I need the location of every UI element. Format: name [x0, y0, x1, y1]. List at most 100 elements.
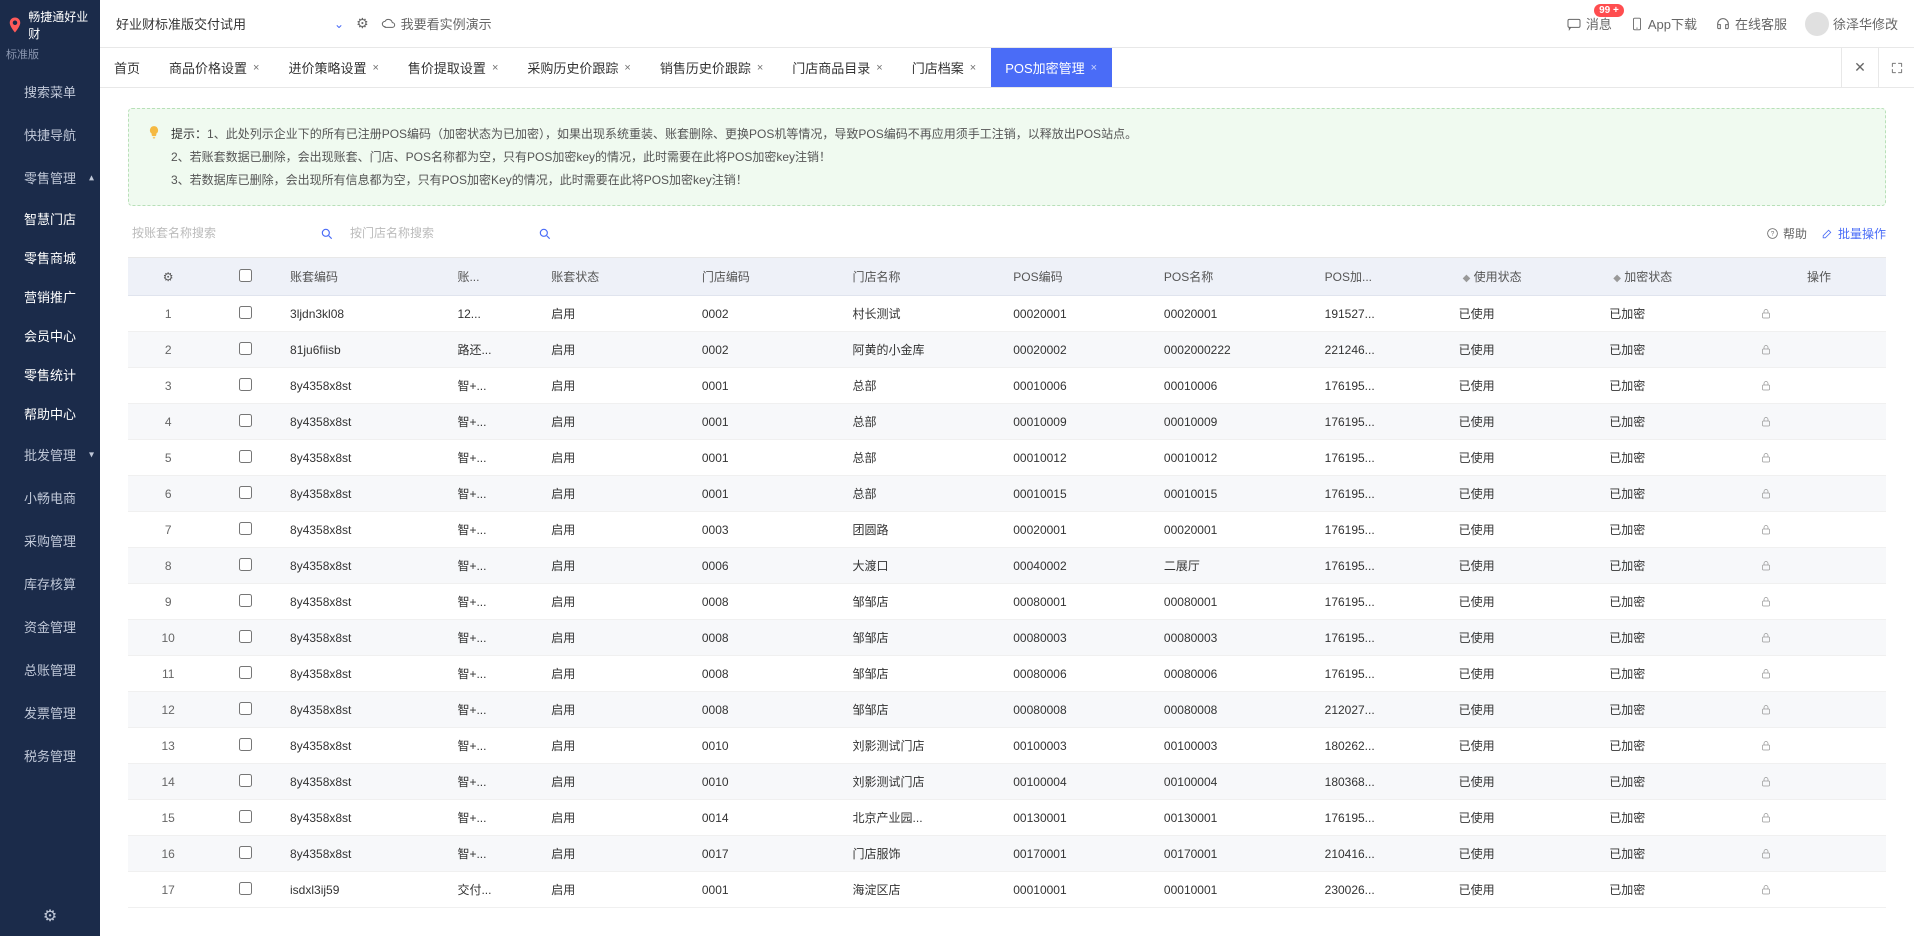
close-icon[interactable]: ×	[757, 62, 763, 74]
col-acctname[interactable]: 账...	[449, 258, 543, 296]
close-all-tabs[interactable]: ✕	[1842, 48, 1878, 87]
tab-5[interactable]: 销售历史价跟踪×	[646, 48, 778, 87]
row-checkbox[interactable]	[239, 414, 252, 427]
col-posname[interactable]: POS名称	[1156, 258, 1317, 296]
tab-8[interactable]: POS加密管理×	[991, 48, 1112, 87]
col-acct[interactable]: 账套编码	[282, 258, 449, 296]
col-status[interactable]: 账套状态	[543, 258, 694, 296]
sidebar-item-0[interactable]: 搜索菜单	[0, 70, 100, 113]
sidebar-item-7[interactable]: 零售统计	[0, 355, 100, 394]
cell-posname: 二展厅	[1156, 548, 1317, 584]
close-icon[interactable]: ×	[253, 62, 259, 74]
demo-link[interactable]: 我要看实例演示	[381, 14, 492, 33]
settings-icon[interactable]: ⚙	[356, 15, 369, 32]
sidebar-settings[interactable]: ⚙	[0, 896, 100, 936]
lock-icon[interactable]	[1760, 560, 1878, 572]
sidebar-item-14[interactable]: 总账管理	[0, 648, 100, 691]
tab-6[interactable]: 门店商品目录×	[778, 48, 897, 87]
tab-4[interactable]: 采购历史价跟踪×	[513, 48, 645, 87]
row-checkbox[interactable]	[239, 702, 252, 715]
close-icon[interactable]: ×	[492, 62, 498, 74]
row-checkbox[interactable]	[239, 522, 252, 535]
row-checkbox[interactable]	[239, 594, 252, 607]
tab-2[interactable]: 进价策略设置×	[274, 48, 393, 87]
help-link[interactable]: ? 帮助	[1766, 225, 1807, 242]
sidebar-item-4[interactable]: 零售商城	[0, 238, 100, 277]
sidebar-item-5[interactable]: 营销推广	[0, 277, 100, 316]
sidebar-item-9[interactable]: 批发管理▾	[0, 433, 100, 476]
search-icon[interactable]	[320, 227, 334, 241]
lock-icon[interactable]	[1760, 776, 1878, 788]
sidebar-item-6[interactable]: 会员中心	[0, 316, 100, 355]
close-icon[interactable]: ×	[1091, 62, 1097, 74]
sidebar-item-12[interactable]: 库存核算	[0, 562, 100, 605]
sidebar-item-16[interactable]: 税务管理	[0, 734, 100, 777]
lock-icon[interactable]	[1760, 632, 1878, 644]
message-button[interactable]: 消息 99 +	[1566, 14, 1612, 33]
lock-icon[interactable]	[1760, 416, 1878, 428]
sidebar-item-13[interactable]: 资金管理	[0, 605, 100, 648]
cell-poskey: 176195...	[1317, 440, 1451, 476]
sidebar-item-11[interactable]: 采购管理	[0, 519, 100, 562]
batch-link[interactable]: 批量操作	[1821, 225, 1886, 242]
row-checkbox[interactable]	[239, 738, 252, 751]
col-enc[interactable]: ◆ 加密状态	[1601, 258, 1752, 296]
service-button[interactable]: 在线客服	[1715, 14, 1787, 33]
sidebar-item-2[interactable]: 零售管理▴	[0, 156, 100, 199]
close-icon[interactable]: ×	[624, 62, 630, 74]
row-checkbox[interactable]	[239, 486, 252, 499]
lock-icon[interactable]	[1760, 524, 1878, 536]
row-checkbox[interactable]	[239, 810, 252, 823]
search-icon[interactable]	[538, 227, 552, 241]
select-all[interactable]	[208, 258, 282, 296]
sidebar-item-10[interactable]: 小畅电商	[0, 476, 100, 519]
sidebar-item-8[interactable]: 帮助中心	[0, 394, 100, 433]
tab-7[interactable]: 门店档案×	[898, 48, 991, 87]
download-button[interactable]: App下载	[1630, 14, 1697, 33]
lock-icon[interactable]	[1760, 308, 1878, 320]
row-checkbox[interactable]	[239, 666, 252, 679]
column-settings[interactable]: ⚙	[128, 258, 208, 296]
lock-icon[interactable]	[1760, 668, 1878, 680]
search-store-input[interactable]	[346, 220, 556, 247]
col-use[interactable]: ◆ 使用状态	[1451, 258, 1602, 296]
tab-0[interactable]: 首页	[100, 48, 155, 87]
lock-icon[interactable]	[1760, 704, 1878, 716]
close-icon[interactable]: ×	[970, 62, 976, 74]
col-poscode[interactable]: POS编码	[1005, 258, 1156, 296]
account-selector[interactable]: 好业财标准版交付试用 ⌄	[116, 14, 344, 33]
row-checkbox[interactable]	[239, 882, 252, 895]
row-checkbox[interactable]	[239, 558, 252, 571]
lock-icon[interactable]	[1760, 884, 1878, 896]
row-checkbox[interactable]	[239, 774, 252, 787]
fullscreen-button[interactable]	[1878, 48, 1914, 87]
lock-icon[interactable]	[1760, 380, 1878, 392]
tab-1[interactable]: 商品价格设置×	[155, 48, 274, 87]
select-all-checkbox[interactable]	[239, 269, 252, 282]
lock-icon[interactable]	[1760, 452, 1878, 464]
row-checkbox[interactable]	[239, 846, 252, 859]
lock-icon[interactable]	[1760, 488, 1878, 500]
tab-3[interactable]: 售价提取设置×	[394, 48, 513, 87]
sidebar-item-15[interactable]: 发票管理	[0, 691, 100, 734]
row-checkbox[interactable]	[239, 378, 252, 391]
row-checkbox[interactable]	[239, 450, 252, 463]
sidebar-item-1[interactable]: 快捷导航	[0, 113, 100, 156]
close-icon[interactable]: ×	[876, 62, 882, 74]
sidebar-item-3[interactable]: 智慧门店	[0, 199, 100, 238]
row-checkbox[interactable]	[239, 630, 252, 643]
search-account-input[interactable]	[128, 220, 338, 247]
lock-icon[interactable]	[1760, 812, 1878, 824]
row-checkbox[interactable]	[239, 306, 252, 319]
close-icon[interactable]: ×	[372, 62, 378, 74]
lock-icon[interactable]	[1760, 740, 1878, 752]
col-poskey[interactable]: POS加...	[1317, 258, 1451, 296]
row-checkbox[interactable]	[239, 342, 252, 355]
cell-use: 已使用	[1451, 584, 1602, 620]
lock-icon[interactable]	[1760, 596, 1878, 608]
col-storename[interactable]: 门店名称	[845, 258, 1006, 296]
lock-icon[interactable]	[1760, 848, 1878, 860]
lock-icon[interactable]	[1760, 344, 1878, 356]
col-storecode[interactable]: 门店编码	[694, 258, 845, 296]
user-menu[interactable]: 徐泽华修改	[1805, 12, 1898, 36]
